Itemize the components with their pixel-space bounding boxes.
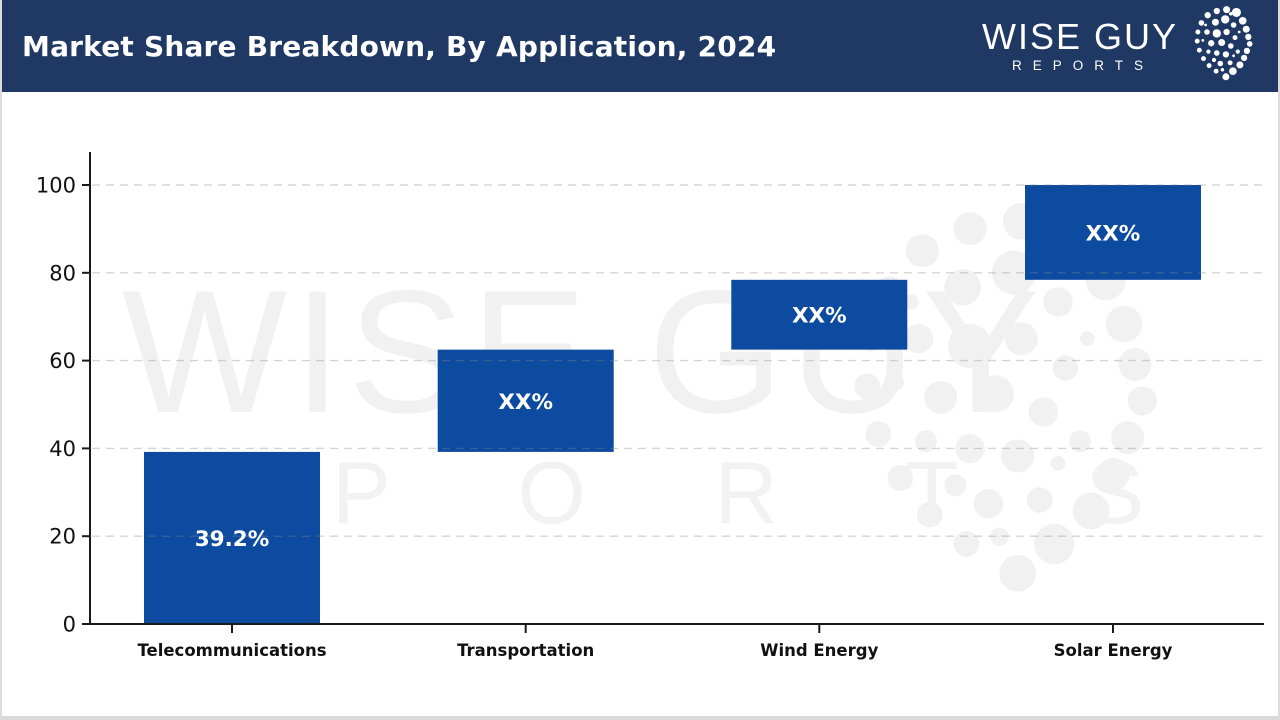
logo-wordmark: WISE GUY: [981, 16, 1178, 58]
logo-text: WISE GUY REPORTS: [982, 19, 1178, 73]
bar-solar-energy: [1025, 185, 1201, 280]
bar-transportation: [437, 349, 614, 452]
y-tick-label-60: 60: [49, 349, 76, 373]
y-tick-label-0: 0: [63, 613, 76, 637]
y-tick-label-80: 80: [49, 261, 76, 285]
y-tick-label-20: 20: [49, 525, 76, 549]
chart-area: WISE GUY P O R T S 39.2% XX% XX% XX% 0 20 40 60…: [2, 92, 1280, 720]
x-category-label-transportation: Transportation: [457, 641, 594, 660]
logo-subtitle: REPORTS: [1011, 58, 1154, 74]
x-category-label-solar-energy: Solar Energy: [1054, 641, 1173, 660]
bar-telecommunications: [144, 451, 320, 624]
y-tick-label-100: 100: [36, 174, 76, 198]
bar-label-wind-energy: XX%: [792, 304, 847, 329]
page-title: Market Share Breakdown, By Application, …: [22, 29, 777, 63]
market-share-chart: 39.2% XX% XX% XX% 0 20 40 60 80 100 Telecommunicat…: [36, 152, 1264, 660]
x-category-label-wind-energy: Wind Energy: [760, 641, 878, 660]
dotted-head-logo-icon: [1182, 4, 1260, 88]
bar-label-solar-energy: XX%: [1086, 221, 1141, 246]
bar-label-telecommunications: 39.2%: [195, 527, 270, 552]
x-category-label-telecommunications: Telecommunications: [137, 641, 326, 660]
wiseguy-logo: WISE GUY REPORTS: [982, 4, 1260, 88]
header: Market Share Breakdown, By Application, …: [2, 0, 1278, 92]
bar-label-transportation: XX%: [498, 390, 553, 415]
bar-wind-energy: [731, 279, 908, 350]
y-tick-label-40: 40: [49, 437, 76, 461]
